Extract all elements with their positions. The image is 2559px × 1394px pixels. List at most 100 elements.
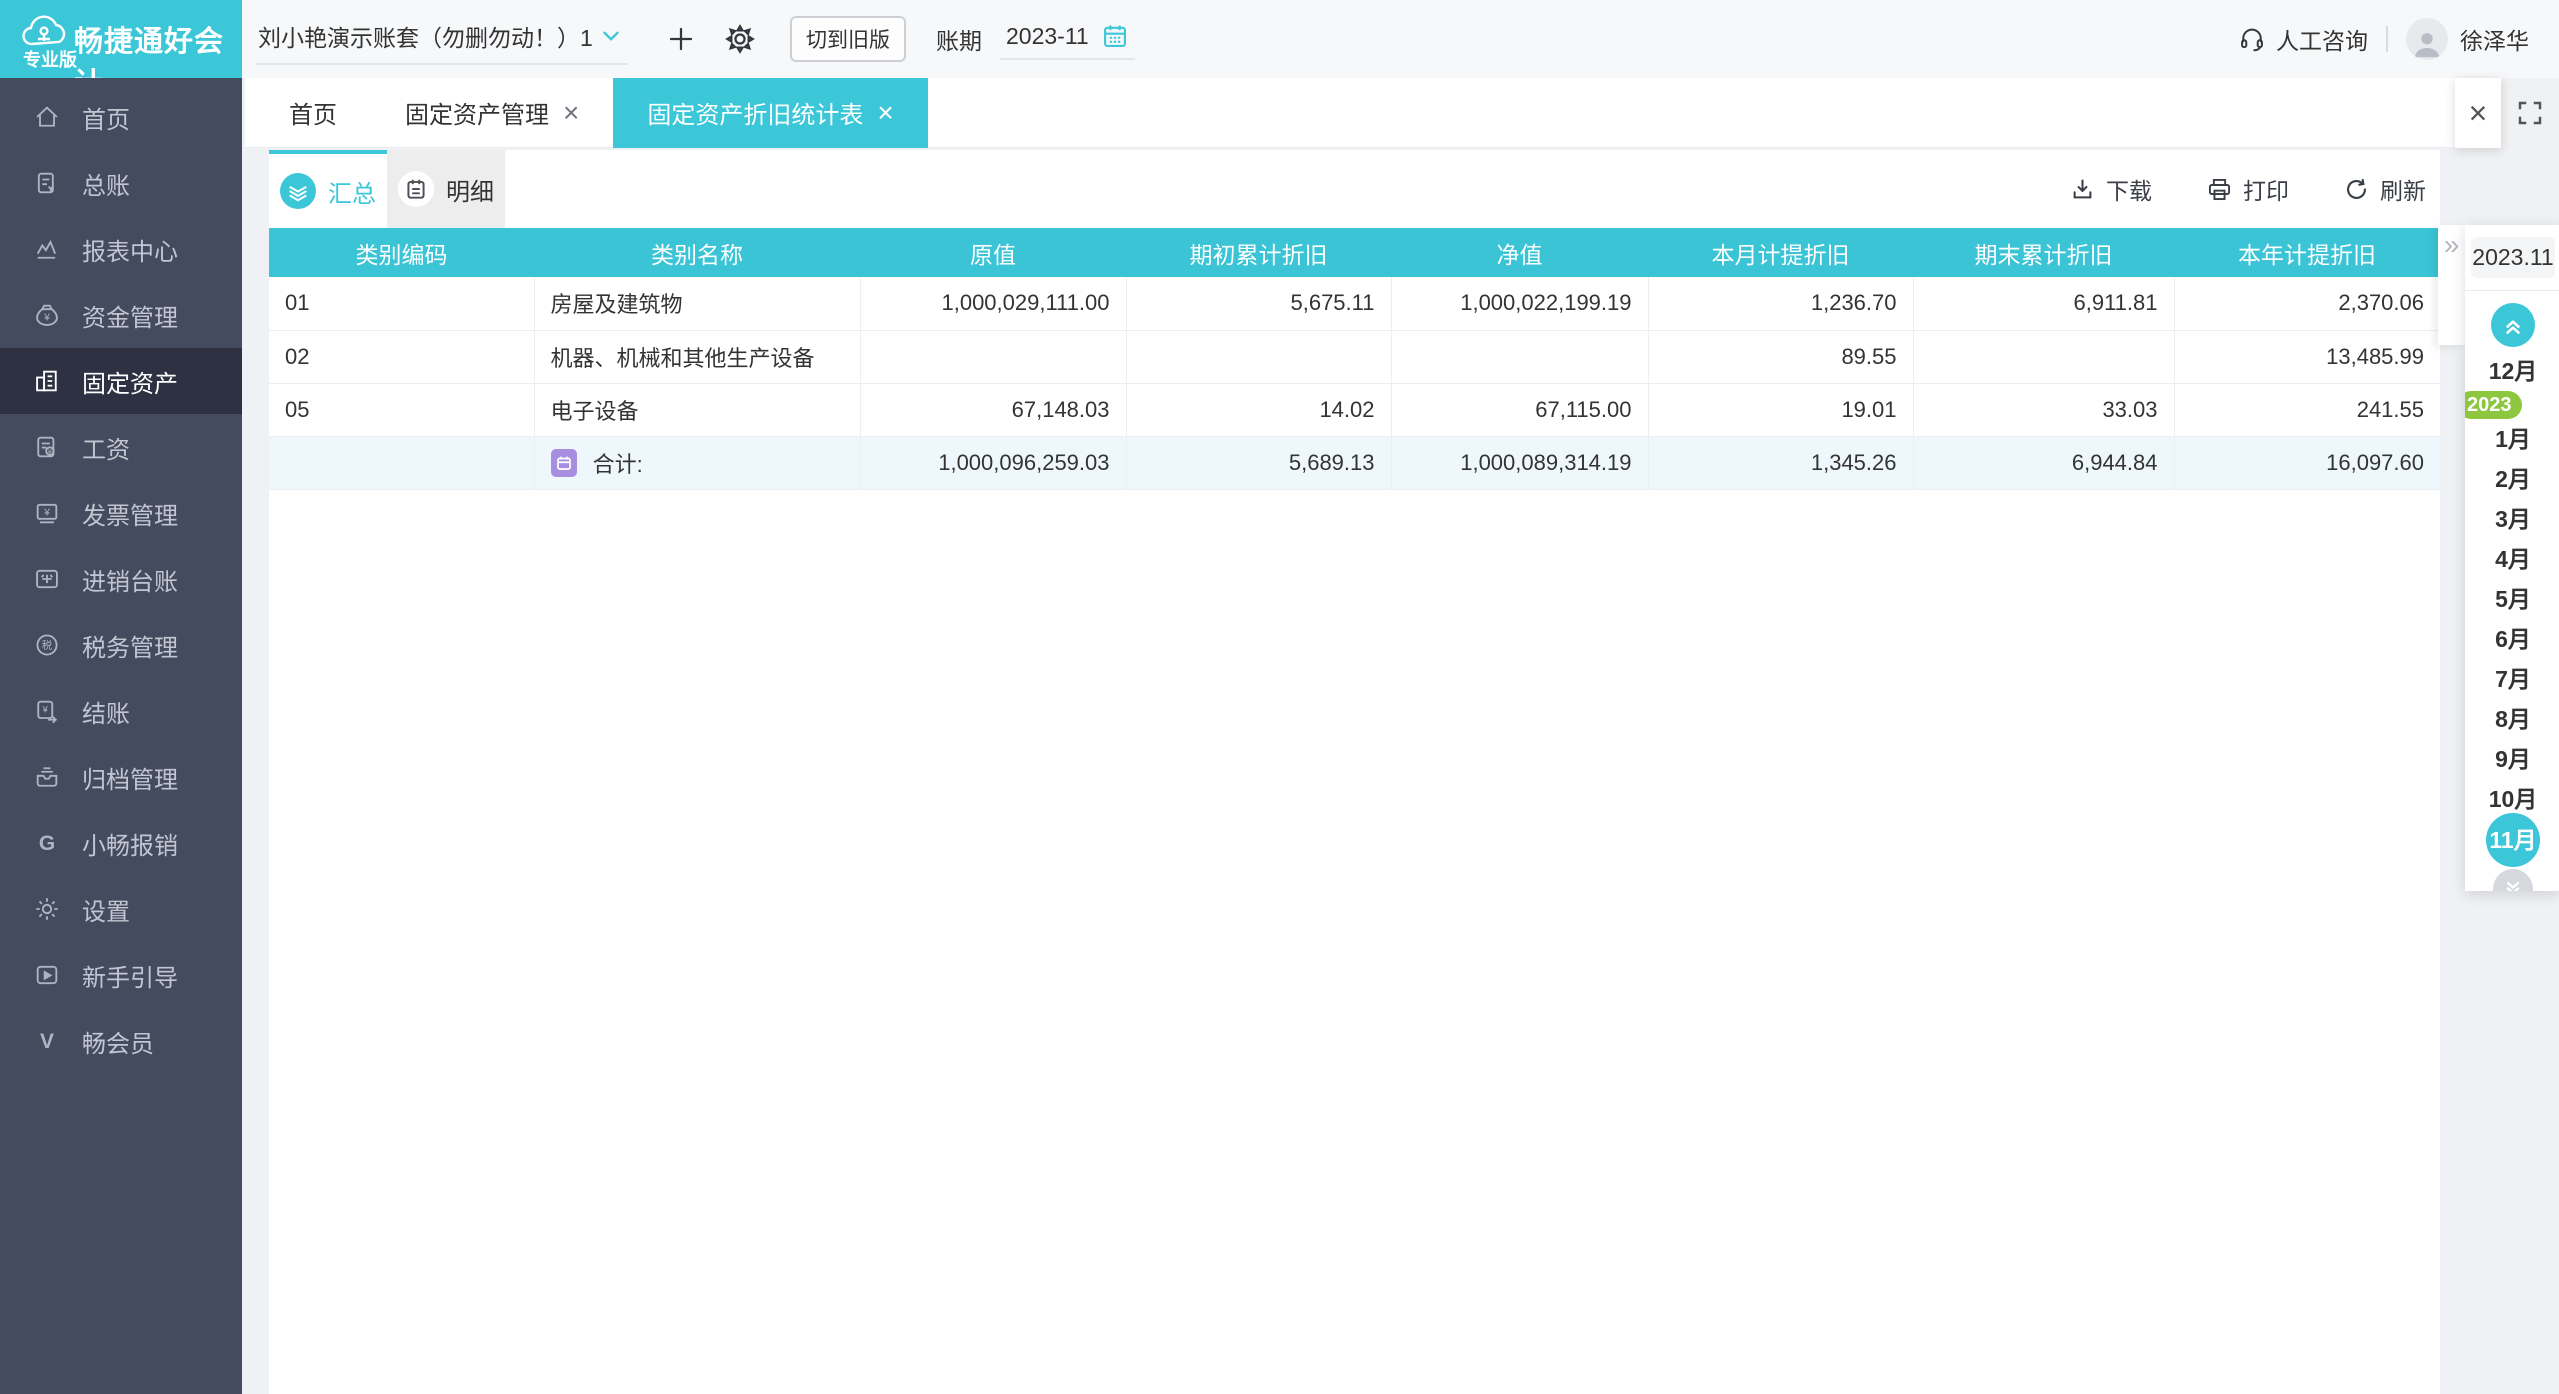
svg-text:G: G <box>39 832 55 855</box>
svg-text:¥: ¥ <box>43 311 50 323</box>
add-account-button[interactable] <box>666 24 696 54</box>
building-icon <box>32 367 62 395</box>
gear-icon <box>725 24 755 54</box>
tab-depreciation-report[interactable]: 固定资产折旧统计表 × <box>613 77 928 148</box>
table-header-row: 类别编码 类别名称 原值 期初累计折旧 净值 本月计提折旧 期末累计折旧 本年计… <box>269 228 2440 277</box>
headset-icon <box>2241 28 2263 52</box>
sidebar-item-inventory-ledger[interactable]: 进销台账 <box>0 546 242 612</box>
scroll-down-button[interactable] <box>2493 869 2533 891</box>
cloud-logo-icon <box>22 15 66 46</box>
tab-bar: 首页 固定资产管理 × 固定资产折旧统计表 × × <box>245 77 2559 148</box>
tab-summary[interactable]: 汇总 <box>269 150 387 228</box>
home-icon <box>32 103 62 131</box>
sidebar-item-member[interactable]: V 畅会员 <box>0 1008 242 1074</box>
money-bag-icon: ¥ <box>32 301 62 329</box>
account-name: 刘小艳演示账套（勿删勿动！）1 <box>258 25 593 51</box>
avatar <box>2406 18 2448 60</box>
double-chevron-right-icon: » <box>2443 229 2460 260</box>
download-button[interactable]: 下载 <box>2069 172 2152 206</box>
video-guide-icon <box>32 961 62 989</box>
col-header-closing-depr: 期末累计折旧 <box>1913 228 2174 277</box>
sidebar-item-tax-management[interactable]: 税 税务管理 <box>0 612 242 678</box>
sidebar-item-report-center[interactable]: 报表中心 <box>0 216 242 282</box>
svg-text:¥: ¥ <box>48 447 53 456</box>
ledger-icon <box>32 169 62 197</box>
sidebar-item-xiaochang-reimburse[interactable]: G 小畅报销 <box>0 810 242 876</box>
table-row[interactable]: 05 电子设备 67,148.03 14.02 67,115.00 19.01 … <box>269 383 2440 437</box>
switch-old-version-button[interactable]: 切到旧版 <box>790 16 906 62</box>
month-item-oct[interactable]: 10月 <box>2488 786 2538 812</box>
fullscreen-icon <box>2518 101 2542 125</box>
topbar-right: 人工咨询 徐泽华 <box>2238 18 2529 60</box>
month-item-sep[interactable]: 9月 <box>2495 746 2531 772</box>
g-mark-icon: G <box>32 829 62 857</box>
period-selector[interactable]: 2023-11 <box>1000 18 1135 60</box>
sidebar-item-funds-management[interactable]: ¥ 资金管理 <box>0 282 242 348</box>
archive-inbox-icon <box>32 763 62 791</box>
scroll-up-button[interactable] <box>2491 303 2535 347</box>
v-member-icon: V <box>32 1027 62 1055</box>
year-badge: 2023 <box>2465 391 2522 419</box>
user-menu[interactable]: 徐泽华 <box>2406 18 2529 60</box>
close-tab-icon[interactable]: × <box>877 96 894 128</box>
tab-fixed-assets-management[interactable]: 固定资产管理 × <box>405 96 580 129</box>
month-item-aug[interactable]: 8月 <box>2495 706 2531 732</box>
person-icon <box>2414 33 2440 58</box>
sidebar-item-payroll[interactable]: ¥ 工资 <box>0 414 242 480</box>
depreciation-table: 类别编码 类别名称 原值 期初累计折旧 净值 本月计提折旧 期末累计折旧 本年计… <box>269 228 2440 490</box>
printer-icon <box>2208 178 2231 200</box>
main-content: 首页 固定资产管理 × 固定资产折旧统计表 × × <box>242 77 2559 1394</box>
username: 徐泽华 <box>2460 28 2529 54</box>
month-item-nov-active[interactable]: 11月 <box>2486 813 2540 867</box>
account-selector[interactable]: 刘小艳演示账套（勿删勿动！）1 <box>256 13 628 65</box>
sidebar-item-fixed-assets[interactable]: 固定资产 <box>0 348 242 414</box>
closing-book-icon: ¥ <box>32 697 62 725</box>
close-all-tabs-button[interactable]: × <box>2455 78 2501 148</box>
month-item-may[interactable]: 5月 <box>2495 586 2531 612</box>
report-actions: 下载 打印 刷新 <box>2069 150 2426 228</box>
double-chevron-down-icon <box>2506 881 2520 891</box>
download-icon <box>2073 178 2092 198</box>
calendar-icon <box>1103 25 1126 47</box>
col-header-name: 类别名称 <box>534 228 860 277</box>
refresh-button[interactable]: 刷新 <box>2343 172 2426 206</box>
table-row[interactable]: 02 机器、机械和其他生产设备 89.55 13,485.99 <box>269 330 2440 384</box>
month-item-apr[interactable]: 4月 <box>2495 546 2531 572</box>
chevron-down-icon <box>603 31 619 41</box>
svg-text:V: V <box>40 1030 54 1053</box>
month-item-feb[interactable]: 2月 <box>2495 466 2531 492</box>
payroll-sheet-icon: ¥ <box>32 433 62 461</box>
current-period-label: 2023.11 <box>2471 237 2555 278</box>
sidebar-item-home[interactable]: 首页 <box>0 84 242 150</box>
fullscreen-button[interactable] <box>2501 78 2559 148</box>
col-header-year-depr: 本年计提折旧 <box>2174 228 2440 277</box>
sidebar-item-general-ledger[interactable]: 总账 <box>0 150 242 216</box>
table-row[interactable]: 01 房屋及建筑物 1,000,029,111.00 5,675.11 1,00… <box>269 277 2440 331</box>
support-link[interactable]: 人工咨询 <box>2238 22 2368 56</box>
tab-home[interactable]: 首页 <box>289 102 337 129</box>
month-item-dec[interactable]: 12月 <box>2488 358 2538 384</box>
month-item-mar[interactable]: 3月 <box>2495 506 2531 532</box>
sidebar-item-closing[interactable]: ¥ 结账 <box>0 678 242 744</box>
sidebar-item-beginner-guide[interactable]: 新手引导 <box>0 942 242 1008</box>
col-header-month-depr: 本月计提折旧 <box>1648 228 1913 277</box>
sidebar-item-settings[interactable]: 设置 <box>0 876 242 942</box>
svg-text:¥: ¥ <box>43 506 50 518</box>
col-header-net-value: 净值 <box>1391 228 1648 277</box>
sidebar-item-invoice-management[interactable]: ¥ 发票管理 <box>0 480 242 546</box>
close-tab-icon[interactable]: × <box>563 96 580 128</box>
inventory-icon <box>32 565 62 593</box>
month-item-jun[interactable]: 6月 <box>2495 626 2531 652</box>
sidebar-item-archive-management[interactable]: 归档管理 <box>0 744 242 810</box>
collapse-panel-button[interactable]: » <box>2438 225 2465 345</box>
divider <box>2465 290 2559 291</box>
print-button[interactable]: 打印 <box>2206 172 2289 206</box>
total-calendar-icon <box>550 448 577 477</box>
support-label: 人工咨询 <box>2276 28 2368 54</box>
account-settings-button[interactable] <box>724 23 756 55</box>
period-label: 账期 <box>936 28 982 54</box>
tab-detail[interactable]: 明细 <box>387 150 505 228</box>
month-item-jan[interactable]: 1月 <box>2495 426 2531 452</box>
month-item-jul[interactable]: 7月 <box>2495 666 2531 692</box>
total-label: 合计: <box>592 451 643 477</box>
